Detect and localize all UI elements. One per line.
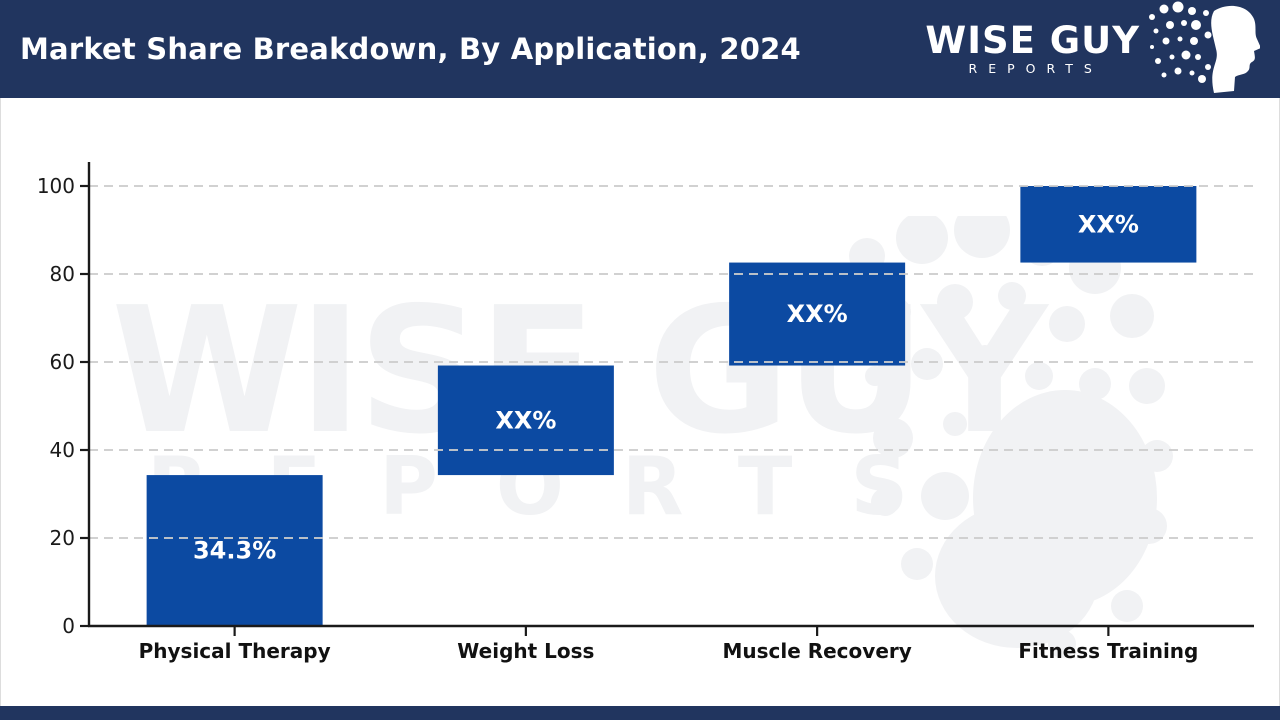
x-axis-category-label: Weight Loss xyxy=(457,639,594,663)
wiseguy-logo: WISE GUY REPORTS xyxy=(925,1,1261,97)
bar-muscle-recovery xyxy=(729,262,906,366)
page-title: Market Share Breakdown, By Application, … xyxy=(20,32,801,66)
x-axis-category-label: Muscle Recovery xyxy=(722,639,911,663)
logo-brand-text: WISE GUY xyxy=(925,19,1140,63)
y-axis-tick-label: 0 xyxy=(62,614,75,638)
bar-weight-loss xyxy=(437,365,614,476)
y-axis-tick-label: 20 xyxy=(50,526,75,550)
logo-subbrand-text: REPORTS xyxy=(968,61,1103,77)
wiseguy-face-logo-icon xyxy=(1142,1,1261,97)
bar-value-label: XX% xyxy=(1078,210,1139,238)
bar-value-label: 34.3% xyxy=(193,537,276,565)
y-axis-tick-label: 80 xyxy=(50,262,75,286)
market-share-chart: 34.3% XX% XX% XX% 0 20 40 60 80 100 Physical Thera… xyxy=(37,162,1254,663)
y-axis-tick-label: 60 xyxy=(50,350,75,374)
footer-bar xyxy=(0,706,1280,720)
x-axis-category-label: Fitness Training xyxy=(1018,639,1198,663)
chart-area: WISE GUY REPORTS 3 xyxy=(0,98,1280,706)
bar-value-label: XX% xyxy=(495,406,556,434)
bar-value-label: XX% xyxy=(787,300,848,328)
y-axis-tick-label: 40 xyxy=(50,438,75,462)
header-bar: Market Share Breakdown, By Application, … xyxy=(0,0,1280,98)
y-axis-tick-label: 100 xyxy=(37,174,75,198)
bar-physical-therapy xyxy=(146,475,323,626)
x-axis-category-label: Physical Therapy xyxy=(139,639,331,663)
bar-fitness-training xyxy=(1020,186,1197,263)
